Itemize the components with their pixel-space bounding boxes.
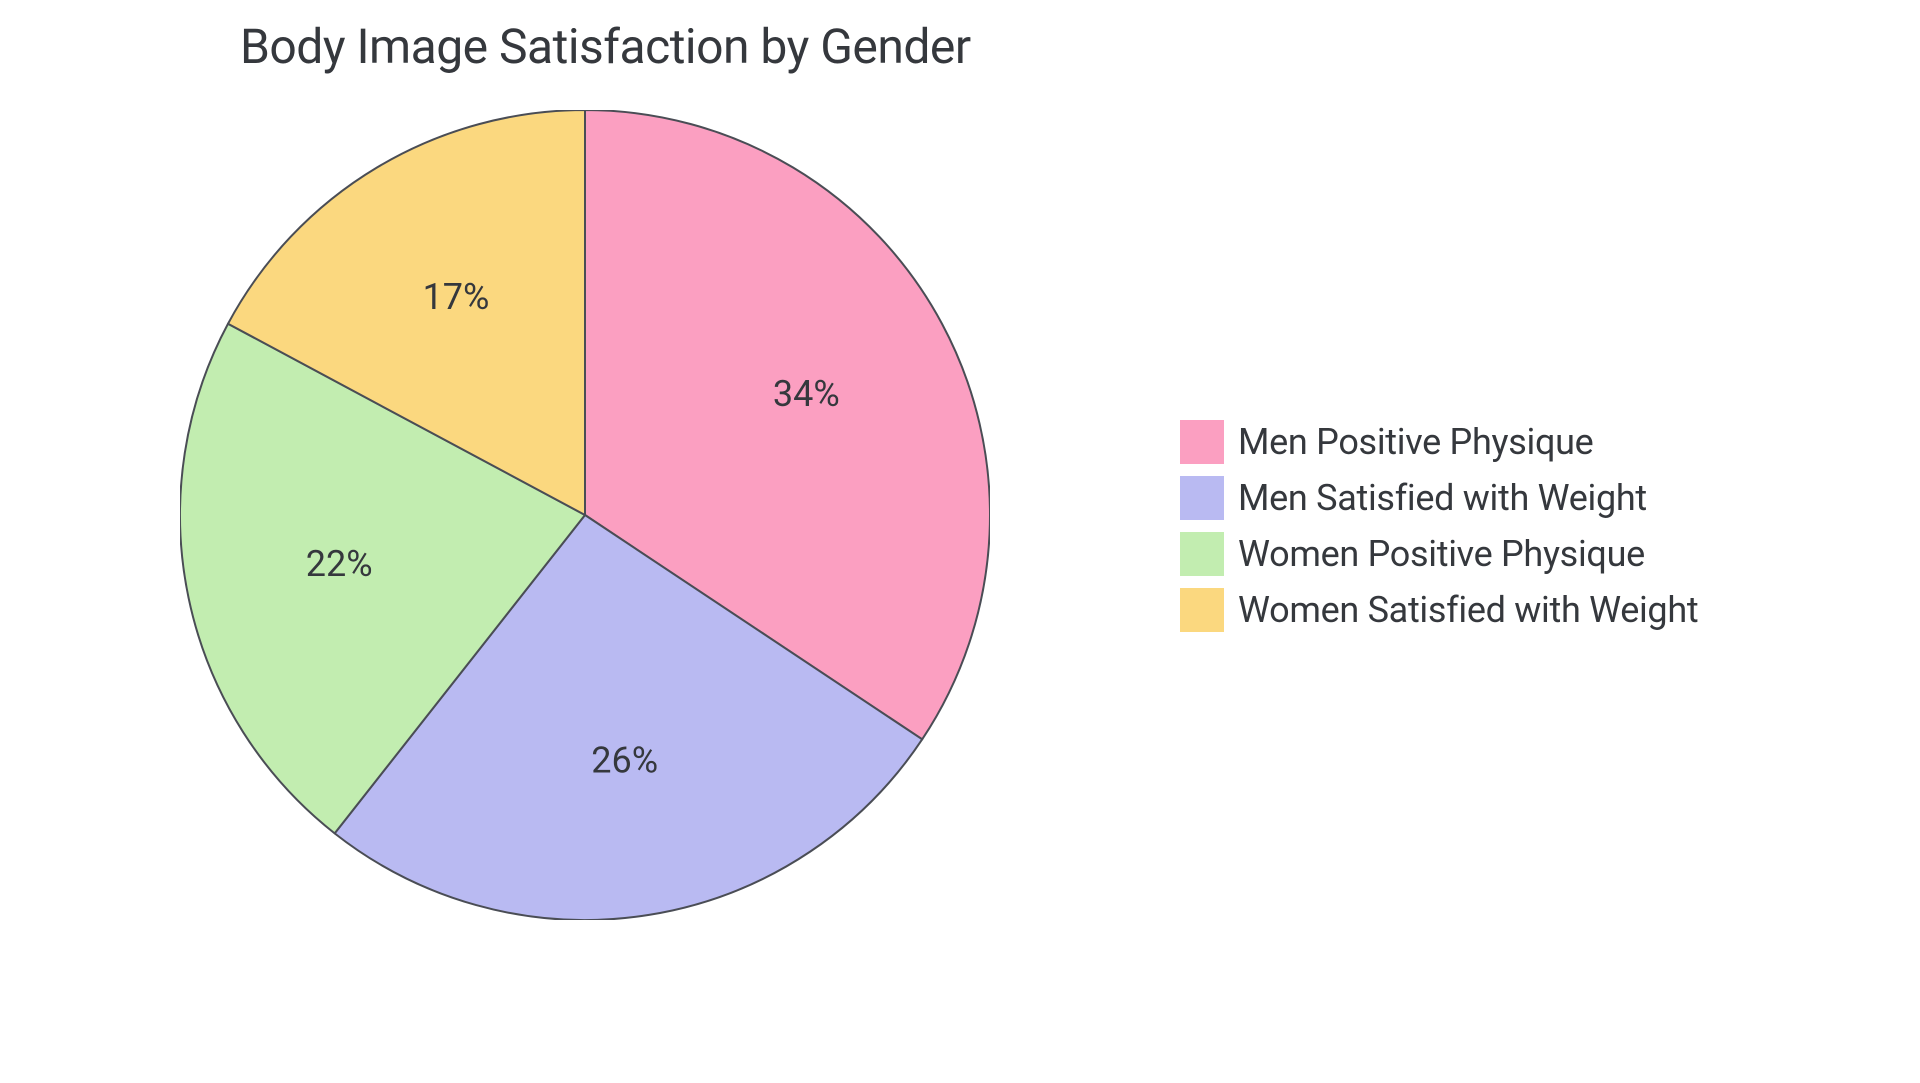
legend-label-1: Men Satisfied with Weight (1238, 477, 1647, 519)
pie-slice-label-2: 22% (306, 543, 373, 585)
legend-item-3: Women Satisfied with Weight (1180, 588, 1698, 632)
legend-item-0: Men Positive Physique (1180, 420, 1698, 464)
pie-slice-label-0: 34% (773, 373, 840, 415)
legend-swatch-2 (1180, 532, 1224, 576)
legend-label-0: Men Positive Physique (1238, 421, 1593, 463)
pie-slice-label-3: 17% (423, 276, 490, 318)
chart-title: Body Image Satisfaction by Gender (240, 18, 971, 75)
legend: Men Positive Physique Men Satisfied with … (1180, 420, 1698, 644)
legend-label-3: Women Satisfied with Weight (1238, 589, 1698, 631)
legend-swatch-0 (1180, 420, 1224, 464)
pie-slice-label-1: 26% (591, 739, 658, 781)
legend-label-2: Women Positive Physique (1238, 533, 1645, 575)
legend-item-2: Women Positive Physique (1180, 532, 1698, 576)
pie-svg: 34% 26% 22% 17% (180, 110, 990, 920)
legend-swatch-1 (1180, 476, 1224, 520)
pie-chart: 34% 26% 22% 17% (180, 110, 990, 920)
legend-swatch-3 (1180, 588, 1224, 632)
legend-item-1: Men Satisfied with Weight (1180, 476, 1698, 520)
